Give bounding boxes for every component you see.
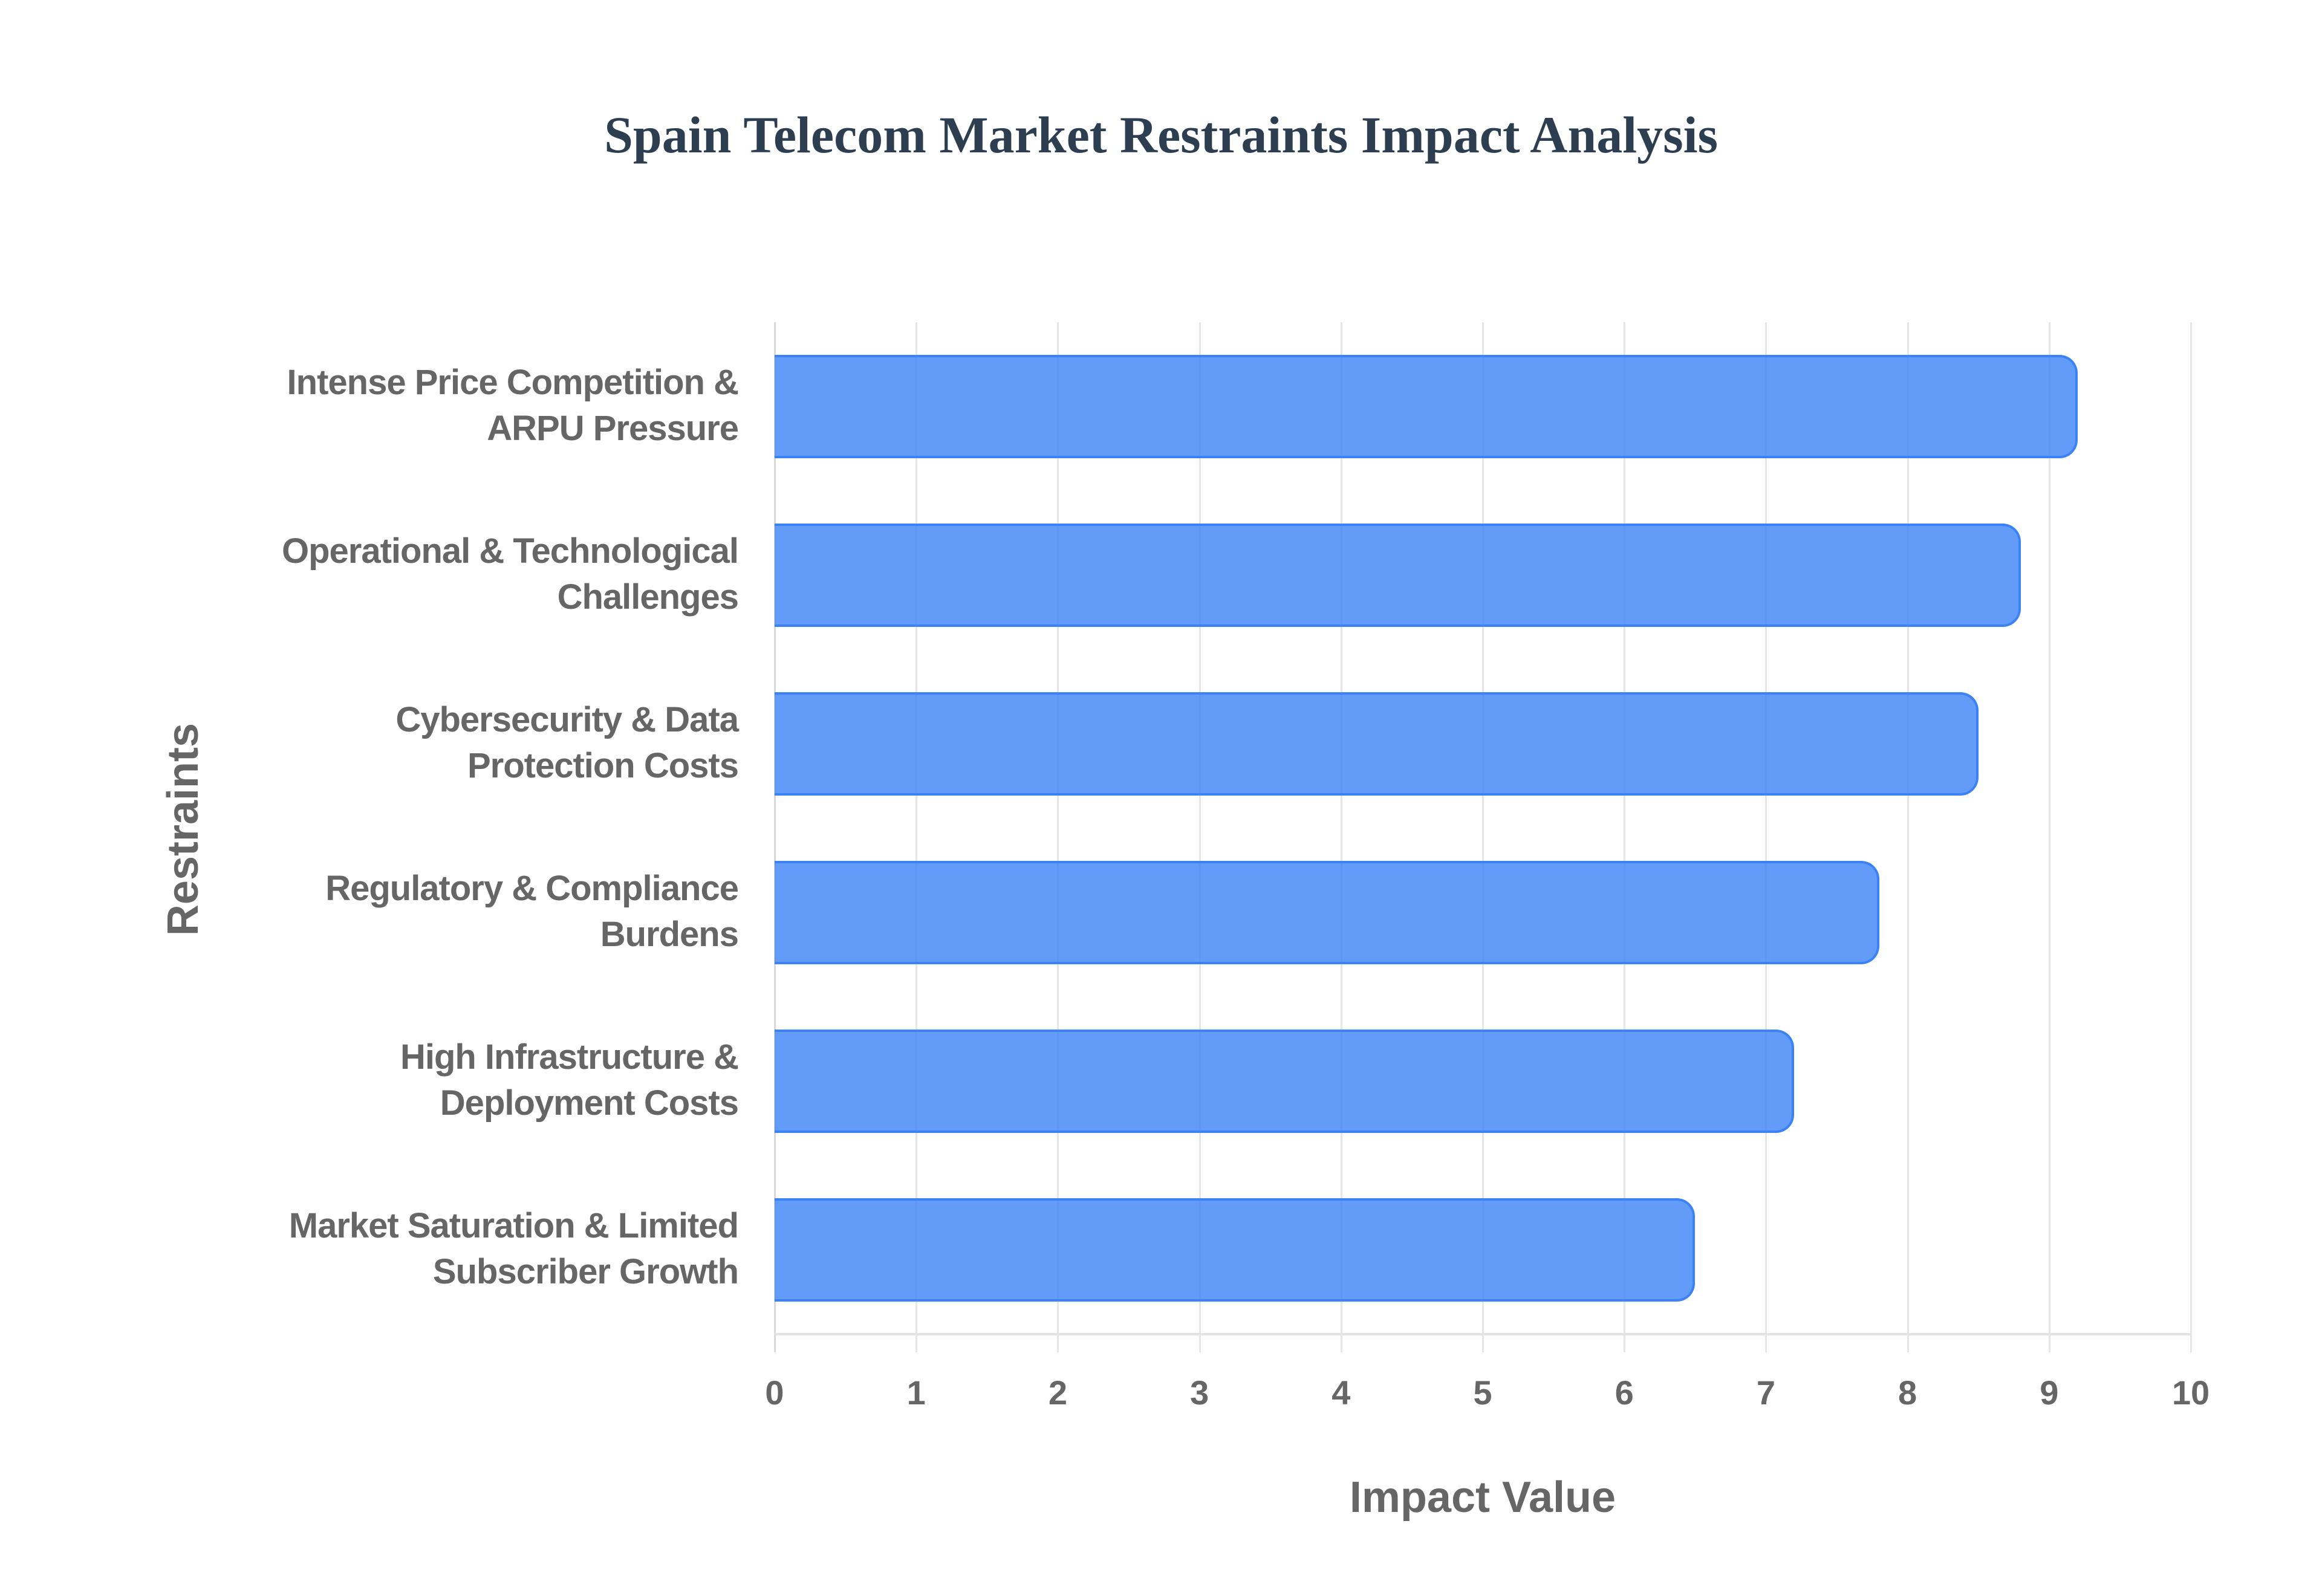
gridline: [1907, 322, 1909, 1352]
y-axis-label-line: Market Saturation & Limited: [288, 1205, 739, 1245]
gridline: [1482, 322, 1484, 1352]
x-axis-tick-label: 9: [2040, 1374, 2059, 1412]
x-axis-line: [775, 1333, 2191, 1335]
bar[interactable]: [775, 861, 1879, 964]
y-axis-label: Cybersecurity & Data Protection Costs: [194, 697, 739, 789]
gridline: [1340, 322, 1342, 1352]
x-axis-tick-label: 0: [765, 1374, 784, 1412]
x-axis-tick-label: 4: [1332, 1374, 1351, 1412]
gridline: [1198, 322, 1201, 1352]
gridline: [2048, 322, 2050, 1352]
x-axis-tick-label: 2: [1048, 1374, 1067, 1412]
y-axis-label: Regulatory & Compliance Burdens: [194, 866, 739, 958]
x-axis-tick-label: 8: [1898, 1374, 1917, 1412]
y-axis-label-line: Protection Costs: [467, 745, 739, 785]
y-axis-label-line: High Infrastructure &: [400, 1037, 739, 1077]
x-axis-tick-label: 3: [1190, 1374, 1209, 1412]
y-axis-label-line: Challenges: [557, 577, 739, 617]
y-axis-label-line: Subscriber Growth: [432, 1251, 739, 1291]
x-axis-tick-label: 7: [1756, 1374, 1775, 1412]
bar[interactable]: [775, 1030, 1795, 1133]
gridline: [1057, 322, 1059, 1352]
y-axis-label-line: Deployment Costs: [440, 1083, 739, 1123]
x-axis-tick-label: 5: [1473, 1374, 1492, 1412]
gridline: [915, 322, 918, 1352]
y-axis-label-line: ARPU Pressure: [487, 408, 739, 448]
y-axis-label-line: Operational & Technological: [281, 531, 739, 571]
y-axis-label: Intense Price Competition & ARPU Pressure: [194, 360, 739, 452]
gridline: [1624, 322, 1626, 1352]
x-axis-tick-label: 6: [1615, 1374, 1634, 1412]
chart-title: Spain Telecom Market Restraints Impact A…: [604, 106, 1718, 164]
x-axis-tick-label: 1: [906, 1374, 926, 1412]
y-axis-label: High Infrastructure & Deployment Costs: [194, 1034, 739, 1126]
y-axis-label: Market Saturation & Limited Subscriber Gr…: [194, 1203, 739, 1295]
bar[interactable]: [775, 355, 2078, 458]
bar[interactable]: [775, 692, 1979, 796]
y-axis-label: Operational & Technological Challenges: [194, 528, 739, 620]
plot-area: [774, 322, 2192, 1352]
gridline: [2190, 322, 2192, 1352]
x-axis-title: Impact Value: [1349, 1473, 1616, 1522]
bar[interactable]: [775, 524, 2021, 627]
y-axis-label-line: Burdens: [600, 914, 739, 954]
gridline: [1765, 322, 1768, 1352]
y-axis-label-line: Regulatory & Compliance: [325, 868, 739, 908]
y-axis-label-line: Cybersecurity & Data: [395, 699, 739, 739]
y-axis-label-line: Intense Price Competition &: [287, 362, 739, 402]
x-axis-tick-label: 10: [2171, 1374, 2210, 1412]
bar[interactable]: [775, 1198, 1696, 1302]
gridline: [774, 322, 776, 1352]
